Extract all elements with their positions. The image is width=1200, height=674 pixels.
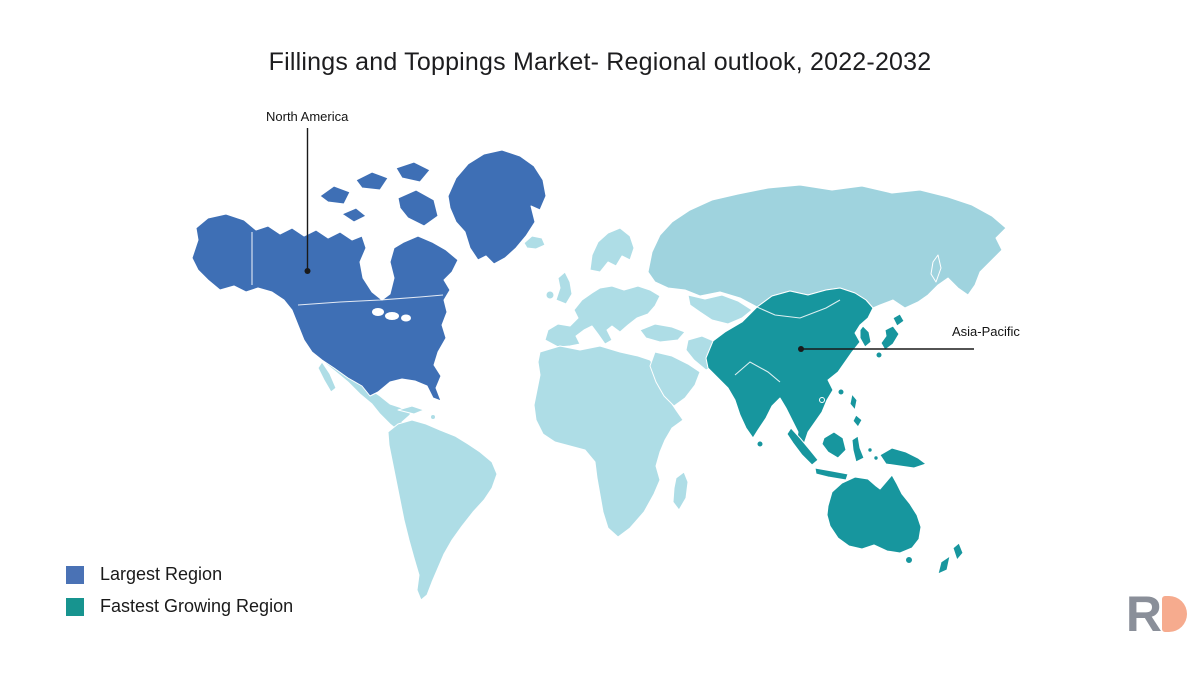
asia-pacific-label: Asia-Pacific [952, 324, 1020, 339]
region-sumatra [786, 427, 819, 466]
page-title: Fillings and Toppings Market- Regional o… [268, 48, 932, 76]
leader-north-america [304, 128, 311, 274]
region-moluccas-1 [867, 447, 873, 453]
region-madagascar [672, 471, 689, 511]
border-mongolia [756, 299, 841, 319]
region-taiwan [837, 388, 845, 396]
region-baffin-island [397, 189, 439, 227]
brand-logo: R [1125, 586, 1187, 642]
region-sri-lanka [756, 440, 764, 448]
region-tasmania [905, 556, 913, 564]
region-group-north-america [191, 149, 547, 402]
border-us-canada [297, 294, 444, 306]
region-japan-honshu [880, 325, 900, 351]
region-uk [555, 271, 573, 305]
region-iceland [523, 235, 546, 250]
region-arctic-island-3 [395, 161, 431, 183]
region-central-asia [687, 294, 753, 325]
region-scandinavia [589, 227, 635, 273]
region-south-america [387, 419, 498, 601]
region-moluccas-2 [873, 455, 879, 461]
great-lake-1 [372, 308, 384, 316]
region-new-guinea [879, 447, 927, 469]
region-philippines-mindanao [852, 414, 863, 428]
legend-swatch-largest-region [66, 565, 84, 584]
region-group-asia-pacific [705, 287, 964, 575]
legend-swatch-fastest-growing-region [66, 597, 84, 616]
leader-dot-asia-pacific [798, 346, 804, 352]
border-india [734, 361, 781, 383]
legend-label-fastest-growing-region: Fastest Growing Region [100, 596, 294, 616]
region-japan-hokkaido [892, 313, 905, 327]
region-europe [544, 285, 661, 348]
legend-item-largest-region: Largest Region [66, 564, 293, 585]
legend-item-fastest-growing-region: Fastest Growing Region [66, 596, 293, 617]
region-korea [859, 325, 872, 348]
region-arctic-island-4 [341, 207, 367, 223]
region-hainan [819, 397, 825, 403]
logo-d-shape [1162, 596, 1187, 632]
north-america-label: North America [266, 109, 349, 124]
region-asia-pacific-mainland [705, 287, 874, 454]
region-africa [533, 345, 684, 538]
great-lake-2 [385, 312, 399, 320]
region-new-zealand-north [952, 542, 964, 561]
region-australia [826, 474, 922, 554]
region-hispaniola [430, 414, 436, 420]
region-group-other [317, 227, 753, 601]
region-philippines-luzon [849, 393, 858, 411]
region-sulawesi [851, 435, 865, 463]
region-baja [317, 361, 337, 393]
leader-dot-north-america [304, 268, 311, 274]
legend-label-largest-region: Largest Region [100, 564, 223, 584]
logo-letter-r: R [1125, 586, 1162, 642]
region-borneo [821, 431, 847, 459]
region-ireland [545, 290, 555, 300]
region-north-america-mainland [191, 213, 459, 402]
region-turkey [639, 323, 686, 343]
region-greenland [447, 149, 547, 265]
great-lake-3 [401, 314, 411, 322]
region-arctic-island-2 [355, 171, 389, 191]
region-japan-kyushu [875, 351, 883, 359]
legend: Largest Region Fastest Growing Region [66, 564, 293, 628]
region-java [814, 467, 849, 481]
region-sakhalin [930, 254, 942, 283]
region-cuba [397, 405, 425, 415]
region-arabia [649, 351, 701, 407]
region-new-zealand-south [937, 555, 951, 575]
leader-asia-pacific [798, 346, 974, 352]
region-arctic-island-1 [319, 185, 351, 205]
